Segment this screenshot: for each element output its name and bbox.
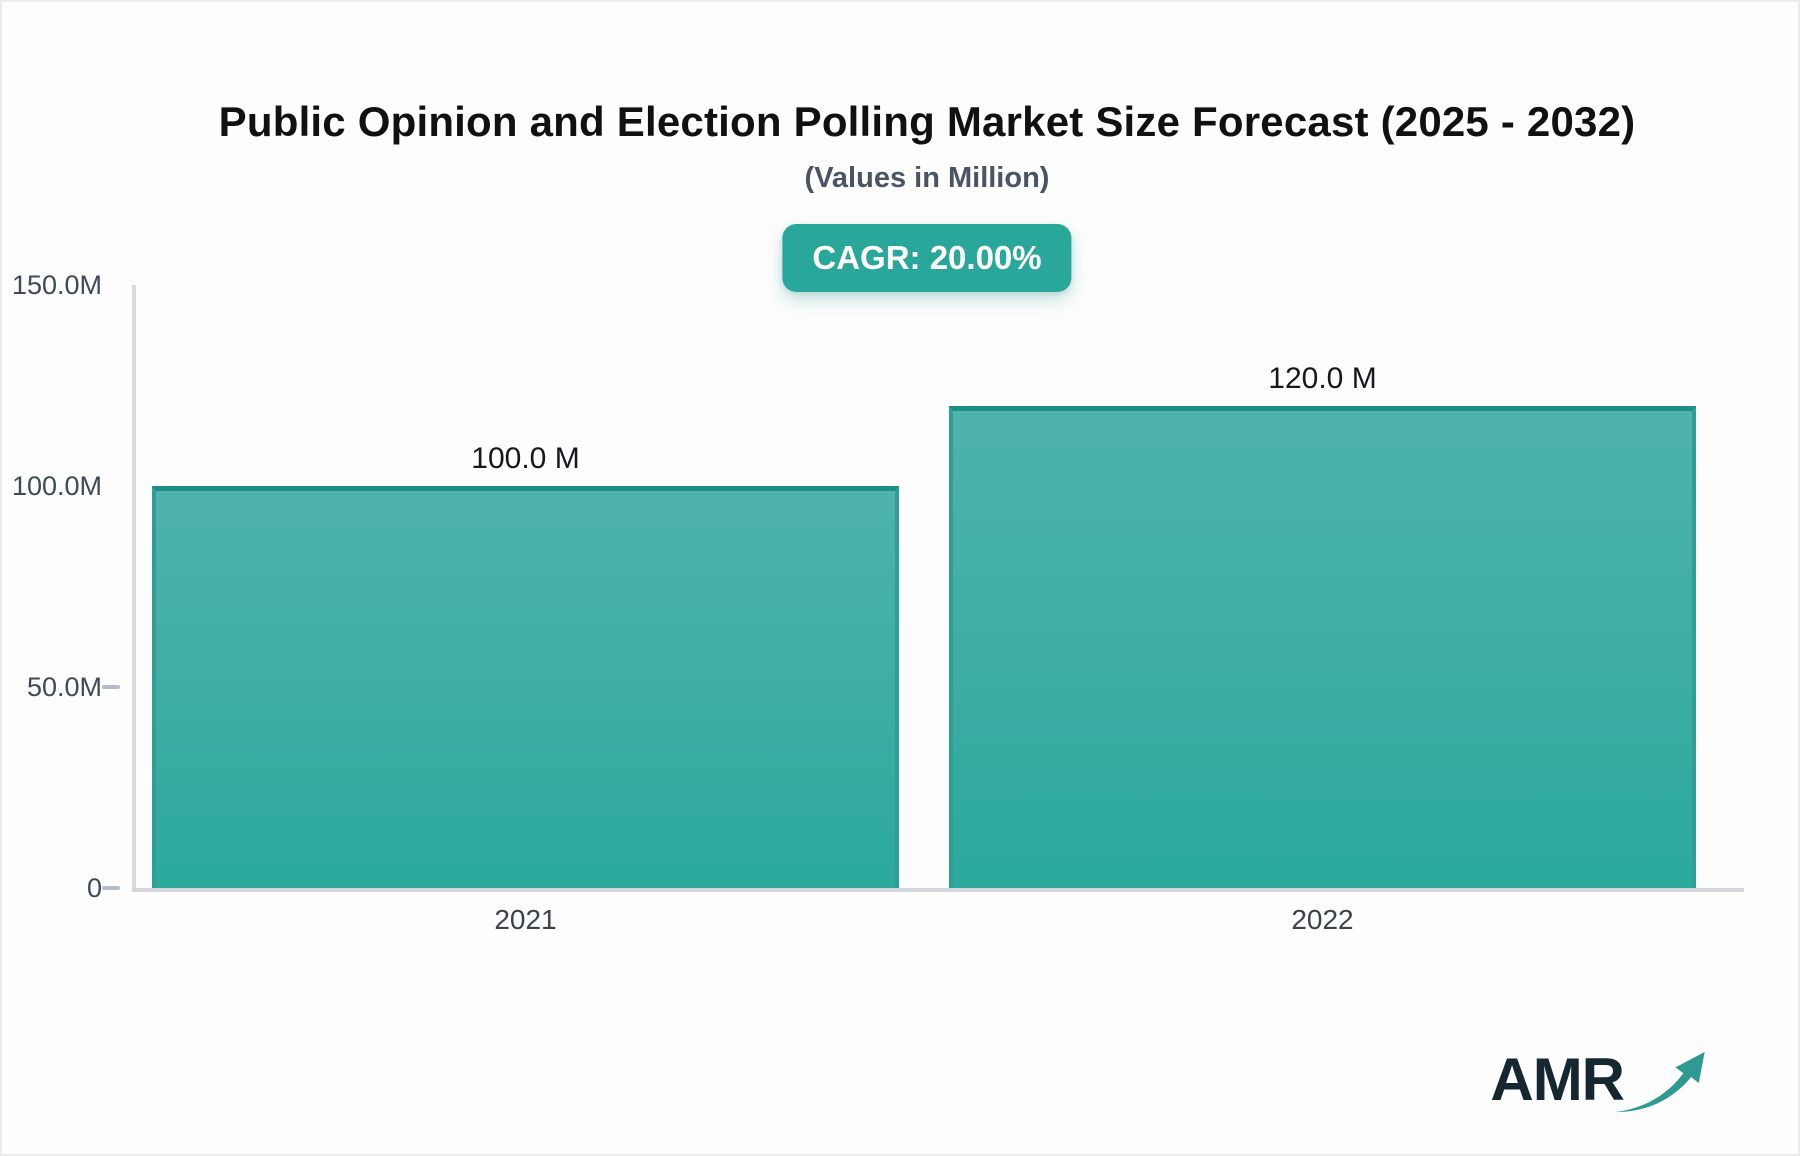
bar-value-label: 120.0 M	[1268, 361, 1377, 395]
y-tick-dash	[102, 685, 120, 689]
x-tick-label: 2022	[1291, 904, 1354, 935]
bar-2022[interactable]	[949, 405, 1696, 888]
y-axis-line	[132, 285, 136, 892]
logo-arrow-icon	[1615, 1051, 1705, 1113]
x-tick-label: 2021	[494, 904, 557, 935]
y-tick-label: 50.0M	[26, 672, 102, 702]
bar-2021[interactable]	[152, 486, 899, 888]
bar-value-label: 100.0 M	[471, 442, 580, 475]
x-axis-line	[132, 888, 1744, 892]
cagr-badge: CAGR: 20.00%	[782, 224, 1072, 292]
y-tick-label: 150.0M	[11, 270, 102, 300]
y-tick-label: 100.0M	[11, 471, 102, 501]
y-tick-dash	[102, 886, 120, 890]
chart-subtitle: (Values in Million)	[804, 162, 1050, 194]
chart-title: Public Opinion and Election Polling Mark…	[218, 98, 1636, 145]
y-tick-label: 0	[86, 873, 102, 903]
amr-logo-text: AMR	[1490, 1046, 1625, 1113]
plot-area: 150.0M 100.0M 50.0M 0 100.0 M 2021 120.0 M 2022	[12, 270, 1744, 935]
amr-logo: AMR	[1490, 1046, 1710, 1113]
